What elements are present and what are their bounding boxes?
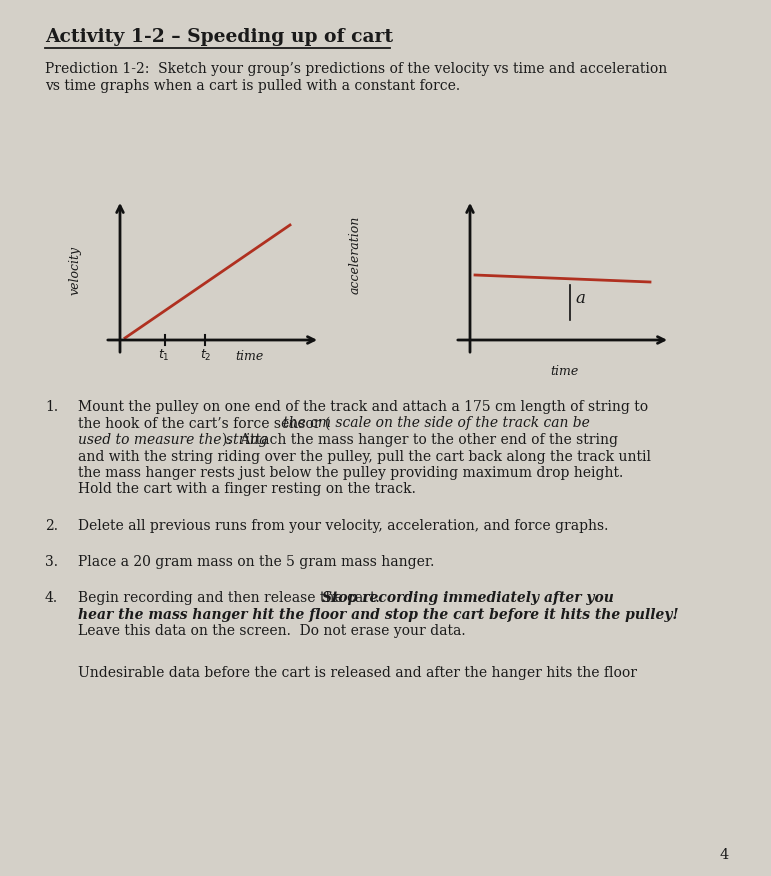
- Text: Undesirable data before the cart is released and after the hanger hits the floor: Undesirable data before the cart is rele…: [78, 666, 637, 680]
- Text: Hold the cart with a finger resting on the track.: Hold the cart with a finger resting on t…: [78, 483, 416, 497]
- Text: 1.: 1.: [45, 400, 58, 414]
- Text: the hook of the cart’s force sensor (: the hook of the cart’s force sensor (: [78, 416, 330, 430]
- Text: Mount the pulley on one end of the track and attach a 175 cm length of string to: Mount the pulley on one end of the track…: [78, 400, 648, 414]
- Text: 4.: 4.: [45, 591, 58, 605]
- Text: ).  Attach the mass hanger to the other end of the string: ). Attach the mass hanger to the other e…: [222, 433, 618, 448]
- Text: Place a 20 gram mass on the 5 gram mass hanger.: Place a 20 gram mass on the 5 gram mass …: [78, 555, 434, 569]
- Text: velocity: velocity: [69, 245, 82, 294]
- Text: Leave this data on the screen.  Do not erase your data.: Leave this data on the screen. Do not er…: [78, 625, 466, 639]
- Text: Begin recording and then release the cart.: Begin recording and then release the car…: [78, 591, 389, 605]
- Text: acceleration: acceleration: [348, 215, 362, 294]
- Text: and with the string riding over the pulley, pull the cart back along the track u: and with the string riding over the pull…: [78, 449, 651, 463]
- Text: 4: 4: [720, 848, 729, 862]
- Text: Prediction 1-2:  Sketch your group’s predictions of the velocity vs time and acc: Prediction 1-2: Sketch your group’s pred…: [45, 62, 667, 76]
- Text: $t_2$: $t_2$: [200, 348, 211, 363]
- Text: the mass hanger rests just below the pulley providing maximum drop height.: the mass hanger rests just below the pul…: [78, 466, 623, 480]
- Text: Delete all previous runs from your velocity, acceleration, and force graphs.: Delete all previous runs from your veloc…: [78, 519, 608, 533]
- Text: the cm scale on the side of the track can be: the cm scale on the side of the track ca…: [284, 416, 591, 430]
- Text: time: time: [550, 365, 578, 378]
- Text: Stop recording immediately after you: Stop recording immediately after you: [322, 591, 614, 605]
- Text: 3.: 3.: [45, 555, 58, 569]
- Text: vs time graphs when a cart is pulled with a constant force.: vs time graphs when a cart is pulled wit…: [45, 79, 460, 93]
- Text: 2.: 2.: [45, 519, 58, 533]
- Text: $t_1$: $t_1$: [158, 348, 170, 363]
- Text: a: a: [575, 290, 585, 307]
- Text: time: time: [235, 350, 263, 363]
- Text: Activity 1-2 – Speeding up of cart: Activity 1-2 – Speeding up of cart: [45, 28, 393, 46]
- Text: hear the mass hanger hit the floor and stop the cart before it hits the pulley!: hear the mass hanger hit the floor and s…: [78, 608, 678, 622]
- Text: used to measure the string: used to measure the string: [78, 433, 268, 447]
